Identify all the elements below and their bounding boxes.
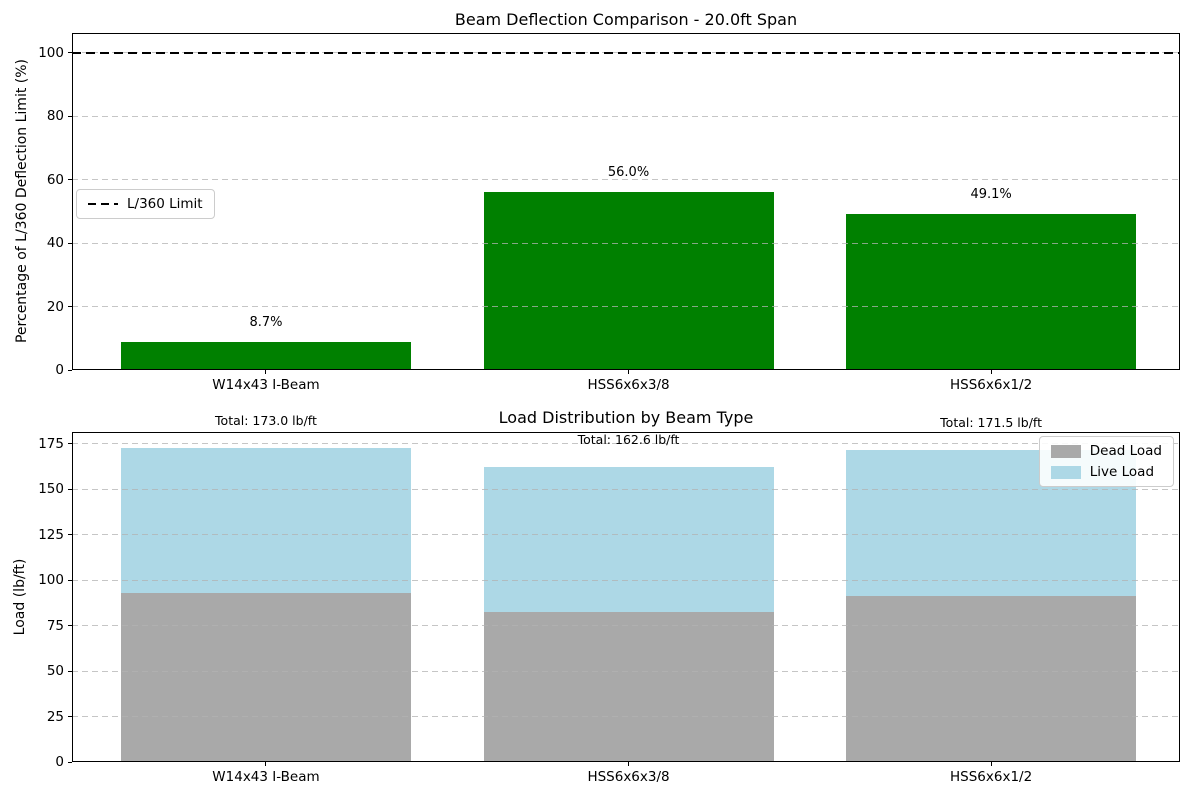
x-tick-mark — [990, 762, 992, 766]
x-tick-label: HSS6x6x3/8 — [587, 377, 670, 393]
legend-entry: Live Load — [1050, 464, 1162, 480]
x-tick-mark — [628, 762, 630, 766]
grid-line — [72, 716, 1180, 718]
dashed-line-sample — [88, 203, 118, 205]
y-tick-label: 100 — [38, 44, 64, 61]
legend: L/360 Limit — [76, 189, 215, 219]
legend-label: Dead Load — [1089, 443, 1162, 459]
dead-load-segment — [483, 611, 774, 762]
plot-area — [72, 33, 1180, 370]
x-tick-mark — [265, 762, 267, 766]
legend-patch-live-load — [1050, 465, 1081, 479]
x-tick-mark — [990, 370, 992, 374]
plot-area — [72, 432, 1180, 762]
y-tick-mark — [68, 534, 72, 536]
legend-label: Live Load — [1089, 464, 1155, 480]
y-tick-label: 80 — [46, 108, 64, 125]
deflection-bar — [120, 342, 411, 370]
grid-line — [72, 579, 1180, 581]
y-tick-label: 150 — [38, 481, 64, 498]
y-tick-mark — [68, 625, 72, 627]
y-tick-label: 125 — [38, 526, 64, 543]
total-label: Total: 162.6 lb/ft — [577, 431, 680, 447]
grid-line — [72, 306, 1180, 308]
y-tick-mark — [68, 179, 72, 181]
y-tick-mark — [68, 52, 72, 54]
grid-line — [72, 670, 1180, 672]
y-tick-label: 60 — [46, 171, 64, 188]
grid-line — [72, 488, 1180, 490]
y-tick-mark — [68, 716, 72, 718]
y-tick-mark — [68, 242, 72, 244]
y-tick-label: 75 — [46, 617, 64, 634]
y-tick-label: 0 — [55, 754, 64, 770]
y-tick-label: 0 — [55, 362, 64, 378]
bar-value-label: 8.7% — [249, 315, 283, 331]
y-tick-label: 100 — [38, 572, 64, 589]
x-tick-label: W14x43 I-Beam — [212, 377, 320, 393]
grid-line — [72, 115, 1180, 117]
y-tick-mark — [68, 306, 72, 308]
y-tick-mark — [68, 670, 72, 672]
bar-value-label: 56.0% — [607, 165, 650, 181]
x-tick-label: HSS6x6x1/2 — [950, 769, 1033, 785]
x-tick-label: HSS6x6x1/2 — [950, 377, 1033, 393]
y-tick-mark — [68, 443, 72, 445]
total-label: Total: 173.0 lb/ft — [215, 412, 317, 428]
legend: Dead Load Live Load — [1038, 436, 1174, 487]
grid-line — [72, 625, 1180, 627]
x-tick-label: W14x43 I-Beam — [212, 769, 320, 785]
y-tick-label: 20 — [46, 298, 64, 315]
x-tick-mark — [628, 370, 630, 374]
live-load-segment — [483, 466, 774, 612]
y-tick-mark — [68, 579, 72, 581]
legend-label: L/360 Limit — [127, 196, 203, 212]
legend-entry: Dead Load — [1050, 443, 1162, 459]
limit-line — [72, 51, 1180, 54]
grid-line — [72, 443, 1180, 445]
y-tick-mark — [68, 115, 72, 117]
y-tick-mark — [68, 369, 72, 371]
y-tick-label: 40 — [46, 235, 64, 252]
x-tick-label: HSS6x6x3/8 — [587, 769, 670, 785]
deflection-bar — [846, 214, 1137, 370]
chart-title: Beam Deflection Comparison - 20.0ft Span — [454, 10, 798, 29]
total-label: Total: 171.5 lb/ft — [940, 415, 1043, 431]
chart-title: Load Distribution by Beam Type — [498, 408, 754, 427]
grid-line — [72, 242, 1180, 244]
dead-load-segment — [846, 595, 1137, 762]
legend-entry: L/360 Limit — [88, 196, 203, 212]
y-tick-label: 175 — [38, 435, 64, 452]
x-tick-mark — [265, 370, 267, 374]
legend-patch-dead-load — [1050, 444, 1081, 458]
live-load-segment — [120, 447, 411, 593]
bar-value-label: 49.1% — [970, 187, 1012, 203]
y-tick-mark — [68, 488, 72, 490]
grid-line — [72, 179, 1180, 181]
y-tick-mark — [68, 761, 72, 763]
dead-load-segment — [120, 593, 411, 762]
grid-line — [72, 534, 1180, 536]
deflection-bar — [483, 192, 774, 370]
y-tick-label: 25 — [46, 708, 64, 725]
y-tick-label: 50 — [46, 663, 64, 680]
